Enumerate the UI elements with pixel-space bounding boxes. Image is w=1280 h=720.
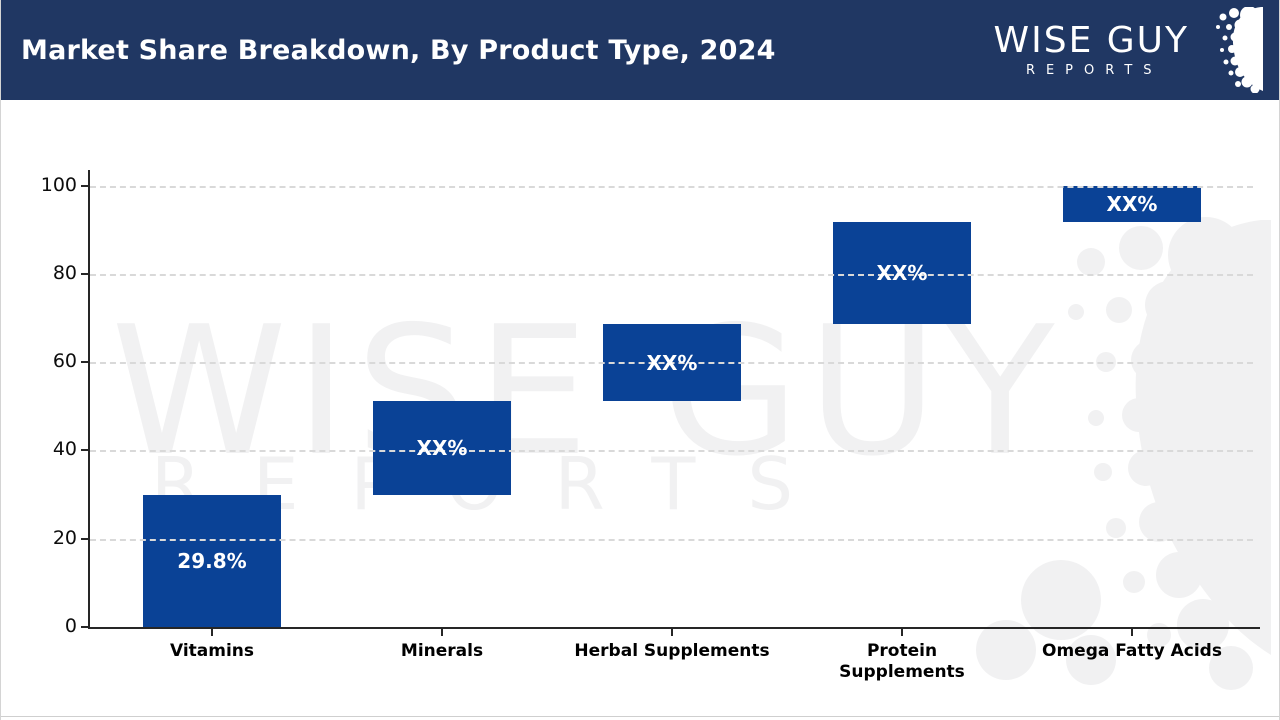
- y-tick-label: 40: [52, 438, 77, 461]
- gridline-40: [90, 450, 1253, 453]
- brand-name: WISE GUY: [993, 19, 1189, 61]
- x-category-label: Minerals: [400, 641, 484, 661]
- x-axis-line: [88, 627, 1260, 629]
- y-axis-line: [88, 170, 90, 629]
- y-tick-mark: [81, 537, 89, 540]
- x-tick-mark: [441, 629, 443, 636]
- x-tick-mark: [1131, 629, 1133, 636]
- brand-logo-text: WISE GUY REPORTS: [993, 19, 1190, 78]
- bar-value-label: XX%: [1106, 191, 1158, 216]
- header-bar: Market Share Breakdown, By Product Type,…: [1, 0, 1279, 100]
- bar-vitamins: 29.8%: [143, 495, 281, 627]
- gridline-80: [90, 273, 1253, 276]
- page-title: Market Share Breakdown, By Product Type,…: [21, 34, 776, 66]
- bar-value-label: XX%: [646, 350, 698, 375]
- y-tick-mark: [81, 449, 89, 452]
- x-category-label: Herbal Supplements: [574, 641, 770, 661]
- bar-value-label: XX%: [416, 436, 468, 461]
- y-tick-label: 60: [52, 350, 77, 373]
- y-tick-mark: [81, 272, 89, 275]
- bar-value-label: 29.8%: [177, 549, 247, 574]
- x-tick-mark: [211, 629, 213, 636]
- gridline-20: [90, 538, 1253, 541]
- y-tick-label: 80: [52, 261, 77, 284]
- y-tick-mark: [81, 626, 89, 628]
- gridline-60: [90, 362, 1253, 365]
- bar-minerals: XX%: [373, 401, 511, 496]
- x-category-label: Vitamins: [169, 641, 255, 661]
- bar-protein-supplements: XX%: [833, 221, 971, 324]
- brand-head-icon: [1216, 7, 1263, 93]
- y-tick-label: 0: [64, 615, 77, 637]
- brand-subname: REPORTS: [1025, 62, 1163, 78]
- bar-value-label: XX%: [876, 260, 928, 285]
- brand-logo: WISE GUY REPORTS: [993, 7, 1263, 93]
- x-category-label: Omega Fatty Acids: [1042, 641, 1222, 661]
- x-tick-mark: [671, 629, 673, 636]
- x-category-label: Protein Supplements: [839, 641, 965, 683]
- y-tick-label: 20: [52, 526, 77, 549]
- bar-omega-fatty-acids: XX%: [1063, 185, 1201, 222]
- gridline-100: [90, 185, 1253, 188]
- y-tick-mark: [81, 184, 89, 187]
- watermark-head-icon: [976, 217, 1271, 690]
- x-tick-mark: [901, 629, 903, 636]
- chart-canvas: WISE GUY REPORTS 29.8%XX%XX%XX%XX%020406…: [1, 100, 1279, 716]
- y-tick-mark: [81, 361, 89, 364]
- y-tick-label: 100: [40, 173, 77, 196]
